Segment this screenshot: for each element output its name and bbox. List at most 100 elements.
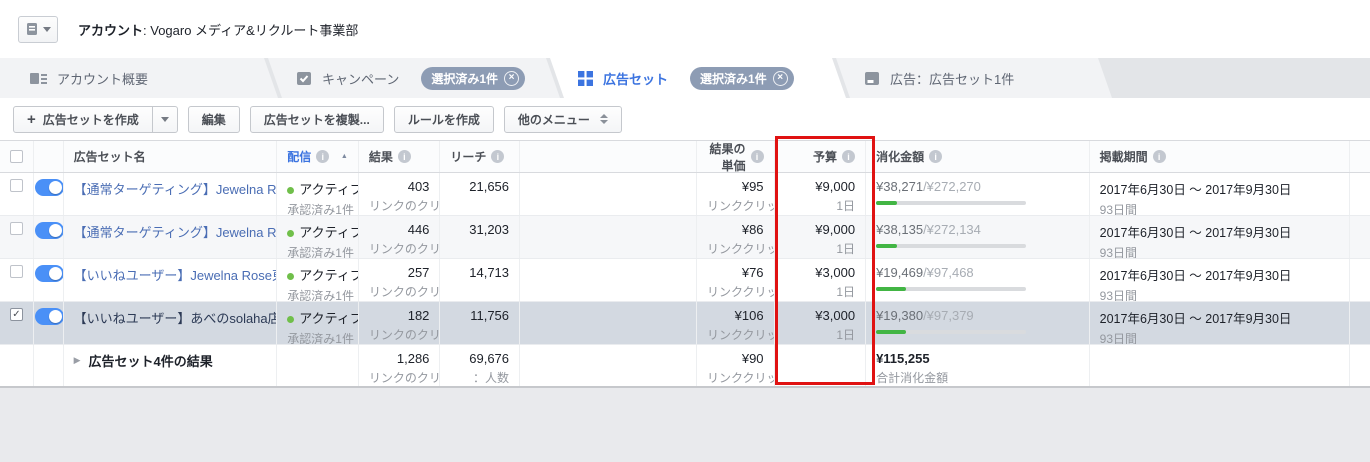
cell-reach: 14,713 <box>439 259 519 301</box>
tab-ad-sets[interactable]: 広告セット 選択済み1件 × <box>550 58 846 98</box>
account-menu-button[interactable] <box>18 15 58 43</box>
header-adset-name[interactable]: 広告セット名 <box>62 141 277 172</box>
cell-amount-spent: ¥38,135/¥272,134 <box>865 216 1089 258</box>
header-delivery[interactable]: 配信 i ▲ <box>276 141 358 172</box>
cpr-value: ¥76 <box>741 265 764 280</box>
create-rule-label: ルールを作成 <box>407 112 480 127</box>
budget-period: 1日 <box>836 328 856 342</box>
budget-period: 1日 <box>836 285 856 299</box>
tab-account-overview[interactable]: アカウント概要 <box>0 58 278 98</box>
row-checkbox-checked[interactable]: ✓ <box>9 308 23 321</box>
cell-end <box>1349 216 1370 258</box>
create-rule-button[interactable]: ルールを作成 <box>393 105 494 133</box>
info-icon[interactable]: i <box>491 150 505 163</box>
adset-name-link[interactable]: 【通常ターゲティング】Jewelna Roseあべのsol... <box>73 182 277 197</box>
schedule-duration: 93日間 <box>1099 203 1138 215</box>
budget-period: 1日 <box>836 242 856 256</box>
cell-summary-label: ▶ 広告セット4件の結果 <box>62 345 277 386</box>
header-budget[interactable]: 予算 i <box>773 141 866 172</box>
cell-delivery <box>276 345 358 386</box>
cell-end <box>1349 345 1370 386</box>
close-icon[interactable]: × <box>773 71 788 86</box>
cell-select: ✓ <box>0 302 33 344</box>
cell-amount-spent: ¥38,271/¥272,270 <box>865 173 1089 215</box>
cell-select <box>0 259 33 301</box>
select-all-checkbox[interactable] <box>9 150 23 163</box>
more-menu-button[interactable]: 他のメニュー <box>503 105 622 133</box>
schedule-range: 2017年6月30日 ～ 2017年9月30日 <box>1099 312 1292 326</box>
cpr-value: ¥86 <box>741 222 764 237</box>
badge-text: 選択済み1件 <box>700 71 767 86</box>
adset-row-2[interactable]: 【通常ターゲティング】Jewelna Rose東急プラ... アクティブ 承認済… <box>0 216 1370 259</box>
row-checkbox[interactable] <box>9 222 23 235</box>
cell-toggle <box>32 302 63 344</box>
close-icon[interactable]: × <box>504 71 519 86</box>
cell-amount-spent: ¥115,255 合計消化金額 <box>865 345 1089 386</box>
info-icon[interactable]: i <box>842 150 856 163</box>
header-label: 結果の単価 <box>709 141 746 173</box>
chevron-down-icon <box>43 26 51 32</box>
cell-budget: ¥3,000 1日 <box>773 302 866 344</box>
summary-reach-type: ：人数 <box>473 371 510 385</box>
account-bar: アカウント: Vogaro メディア&リクルート事業部 <box>0 0 1370 58</box>
adset-name-link[interactable]: 【いいねユーザー】あべのsolaha店 販売スタッフ <box>73 311 277 326</box>
cell-results: 403 リンクのクリック <box>357 173 439 215</box>
expand-icon[interactable]: ▶ <box>73 355 81 365</box>
cell-select <box>0 216 33 258</box>
adset-row-1[interactable]: 【通常ターゲティング】Jewelna Roseあべのsol... アクティブ 承… <box>0 173 1370 216</box>
cell-schedule: 2017年6月30日 ～ 2017年9月30日 93日間 <box>1088 216 1349 258</box>
adset-name-link[interactable]: 【通常ターゲティング】Jewelna Rose東急プラ... <box>73 225 277 240</box>
spent-value: ¥19,380 <box>876 308 924 323</box>
cell-schedule: 2017年6月30日 ～ 2017年9月30日 93日間 <box>1088 259 1349 301</box>
spent-total: /¥272,270 <box>923 179 981 194</box>
header-reach[interactable]: リーチ i <box>439 141 519 172</box>
spent-value: ¥38,271 <box>876 179 924 194</box>
status-toggle[interactable] <box>34 179 63 196</box>
cpr-value: ¥95 <box>741 179 764 194</box>
info-icon[interactable]: i <box>397 150 411 163</box>
create-adset-dropdown[interactable] <box>151 105 178 133</box>
schedule-range: 2017年6月30日 ～ 2017年9月30日 <box>1099 226 1292 240</box>
status-toggle[interactable] <box>34 265 63 282</box>
adset-name-link[interactable]: 【いいねユーザー】Jewelna Rose東急プラザ表... <box>73 268 277 283</box>
account-title: アカウント: Vogaro メディア&リクルート事業部 <box>78 20 358 39</box>
tab-ads[interactable]: 広告：広告セット1件 <box>836 58 1112 98</box>
cell-reach: 31,203 <box>439 216 519 258</box>
cell-budget: ¥3,000 1日 <box>773 259 866 301</box>
account-page-icon <box>27 23 37 35</box>
header-cost-per-result[interactable]: 結果の単価 i <box>695 141 774 173</box>
cell-budget: ¥9,000 1日 <box>773 173 866 215</box>
row-checkbox[interactable] <box>9 265 23 278</box>
spent-total: /¥97,379 <box>923 308 974 323</box>
cell-results: 1,286 リンクのクリック <box>357 345 439 386</box>
summary-label: 広告セット4件の結果 <box>88 354 213 369</box>
info-icon[interactable]: i <box>750 150 764 163</box>
chevron-down-icon <box>160 116 169 122</box>
results-type: リンクのクリック <box>368 242 440 256</box>
nav-tabstrip: アカウント概要 キャンペーン 選択済み1件 × 広告セット 選択済み1件 × 広… <box>0 58 1370 98</box>
edit-button[interactable]: 編集 <box>187 105 240 133</box>
cell-amount-spent: ¥19,469/¥97,468 <box>865 259 1089 301</box>
cpr-type: リンククリック... <box>706 199 774 213</box>
create-adset-button[interactable]: + 広告セットを作成 <box>13 105 153 133</box>
status-toggle[interactable] <box>34 222 63 239</box>
header-results[interactable]: 結果 i <box>357 141 440 172</box>
row-checkbox[interactable] <box>9 179 23 192</box>
duplicate-adset-button[interactable]: 広告セットを複製... <box>249 105 384 133</box>
info-icon[interactable]: i <box>929 150 943 163</box>
summary-spent-type: 合計消化金額 <box>876 371 949 385</box>
cell-toggle <box>32 216 63 258</box>
info-icon[interactable]: i <box>1152 150 1166 163</box>
tab-campaigns[interactable]: キャンペーン 選択済み1件 × <box>268 58 560 98</box>
cell-delivery: アクティブ 承認済み1件 <box>276 259 358 301</box>
header-select-all[interactable] <box>0 141 33 172</box>
campaign-check-icon <box>296 71 312 86</box>
status-subtext: 承認済み1件 <box>287 332 354 344</box>
status-toggle[interactable] <box>34 308 63 325</box>
spent-value: ¥19,469 <box>876 265 924 280</box>
header-amount-spent[interactable]: 消化金額 i <box>865 141 1089 172</box>
adset-row-3[interactable]: 【いいねユーザー】Jewelna Rose東急プラザ表... アクティブ 承認済… <box>0 259 1370 302</box>
adset-row-4[interactable]: ✓ 【いいねユーザー】あべのsolaha店 販売スタッフ アクティブ 承認済み1… <box>0 302 1370 345</box>
info-icon[interactable]: i <box>316 150 330 163</box>
header-schedule[interactable]: 掲載期間 i <box>1088 141 1349 172</box>
